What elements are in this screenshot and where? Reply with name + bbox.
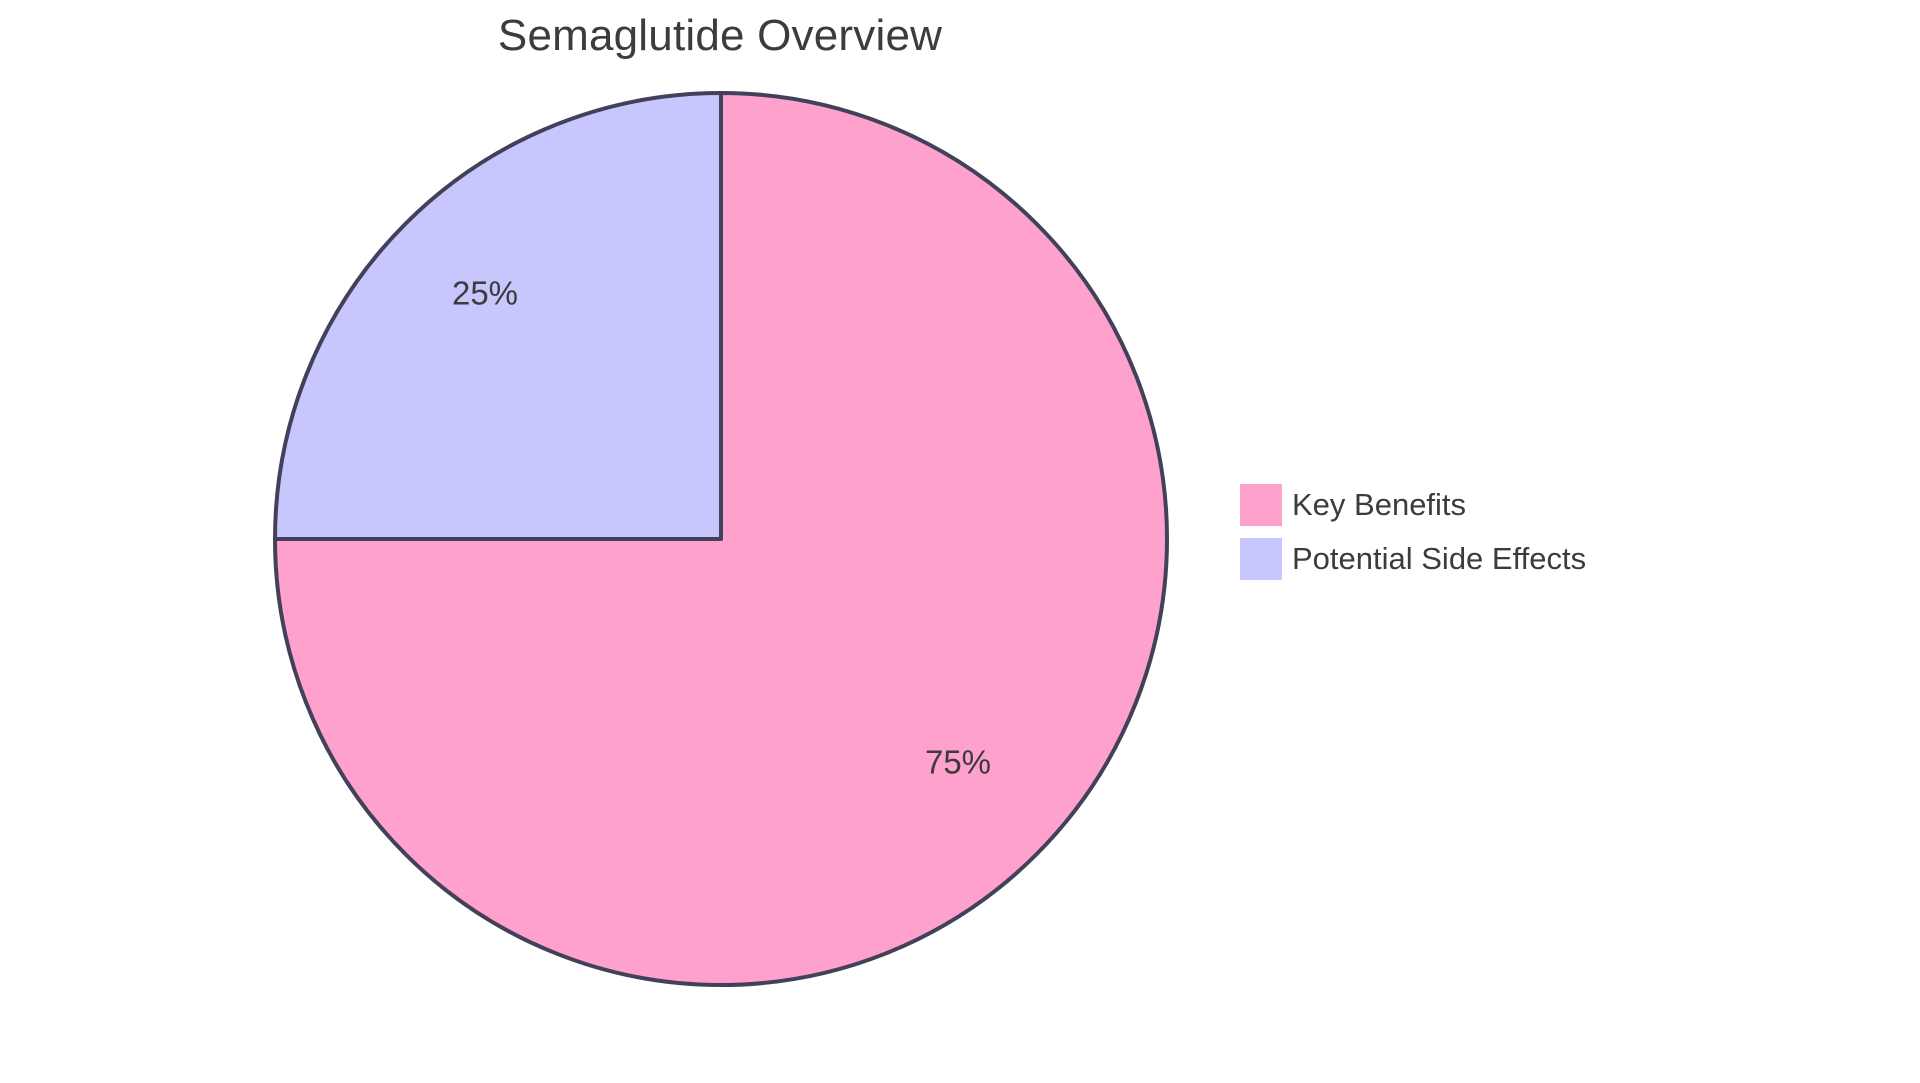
legend-swatch-key-benefits [1240,484,1282,526]
legend-item-potential-side-effects[interactable]: Potential Side Effects [1240,538,1586,580]
chart-legend: Key Benefits Potential Side Effects [1240,484,1586,580]
slice-label-potential-side-effects: 25% [452,275,518,312]
legend-label-potential-side-effects: Potential Side Effects [1292,541,1587,576]
slice-label-key-benefits: 75% [925,744,991,781]
legend-label-key-benefits: Key Benefits [1292,487,1467,522]
legend-swatch-potential-side-effects [1240,538,1282,580]
legend-item-key-benefits[interactable]: Key Benefits [1240,484,1586,526]
page-title: Semaglutide Overview [497,11,943,60]
pie-slice-potential-side-effects[interactable] [273,91,723,541]
